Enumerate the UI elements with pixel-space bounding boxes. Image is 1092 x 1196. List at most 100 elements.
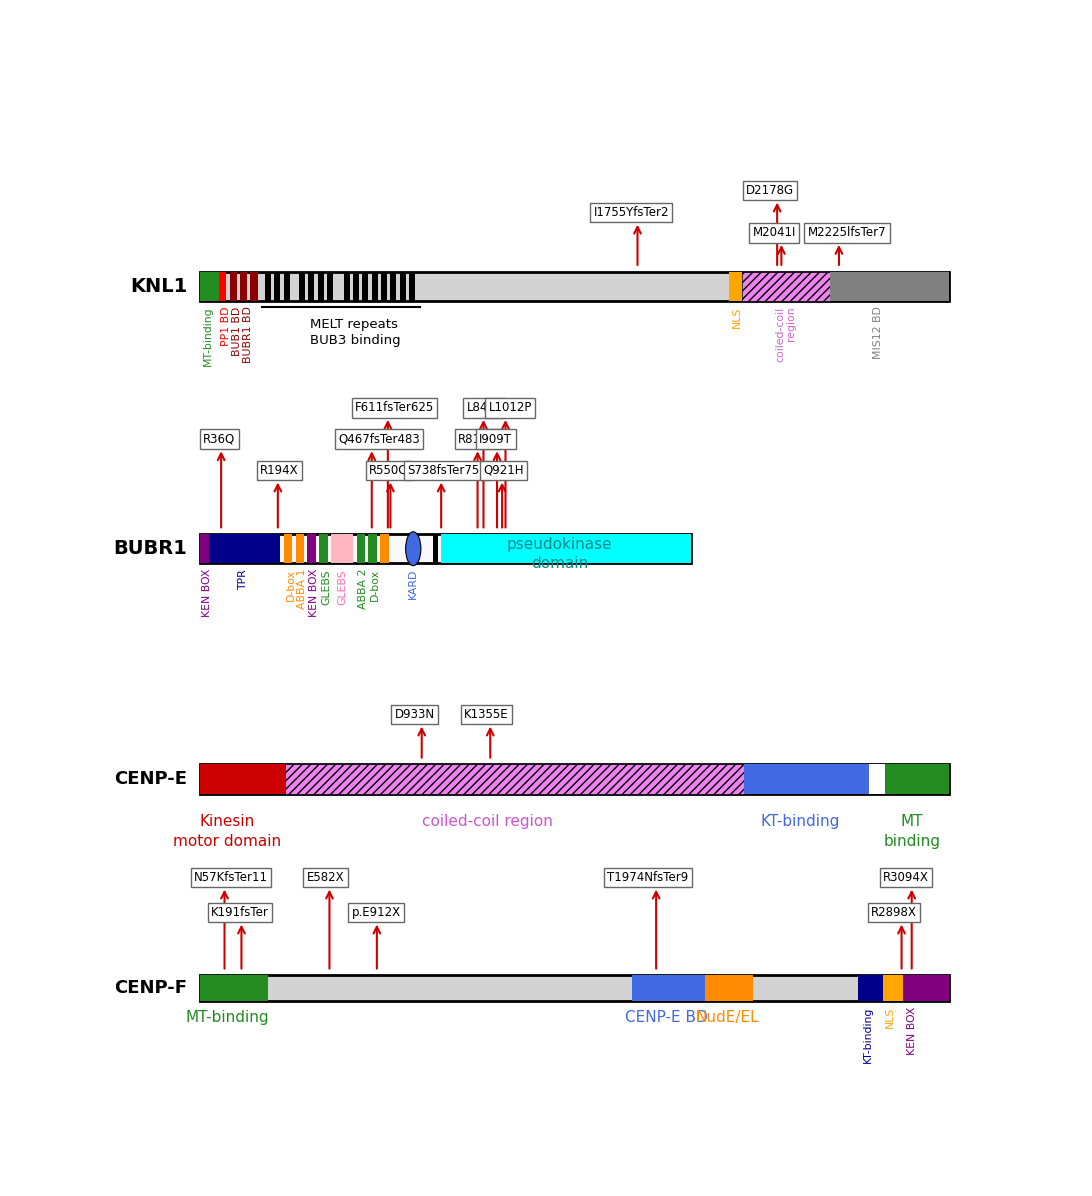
Text: KEN BOX: KEN BOX [906, 1006, 916, 1055]
Text: KNL1: KNL1 [130, 276, 188, 295]
Bar [219, 271, 226, 301]
Bar [284, 271, 289, 301]
Text: R2898X: R2898X [871, 905, 917, 919]
Bar [319, 533, 328, 563]
Bar [200, 975, 268, 1001]
Bar [210, 533, 281, 563]
Bar [441, 533, 691, 563]
Bar [830, 271, 949, 301]
Text: E582X: E582X [307, 871, 344, 884]
Bar [200, 533, 210, 563]
Text: D-box: D-box [370, 569, 380, 600]
Bar [318, 271, 323, 301]
Text: region: region [786, 306, 796, 341]
Text: CENP-E BD: CENP-E BD [625, 1011, 708, 1025]
Text: I1755YfsTer2: I1755YfsTer2 [594, 206, 669, 219]
Text: MELT repeats: MELT repeats [310, 318, 397, 330]
Text: TPR: TPR [238, 569, 248, 590]
Bar [229, 271, 237, 301]
Text: MT-binding: MT-binding [186, 1011, 269, 1025]
Text: L844F: L844F [466, 402, 502, 414]
Text: domain: domain [531, 556, 589, 570]
Bar [353, 271, 359, 301]
Text: R814H: R814H [459, 433, 497, 446]
Text: BUBR1: BUBR1 [114, 539, 188, 559]
Bar [240, 271, 248, 301]
Text: MIS12 BD: MIS12 BD [873, 306, 882, 359]
Text: R194X: R194X [260, 464, 299, 477]
Bar [200, 764, 949, 794]
Text: coiled-coil region: coiled-coil region [423, 814, 554, 829]
Text: BUB1 BD: BUB1 BD [233, 306, 242, 355]
Bar [381, 271, 387, 301]
Text: D2178G: D2178G [746, 184, 794, 197]
Bar [400, 271, 405, 301]
Bar [274, 271, 281, 301]
Ellipse shape [405, 532, 420, 566]
Text: BUBR1 BD: BUBR1 BD [244, 306, 253, 364]
Bar [308, 533, 316, 563]
Bar [296, 533, 304, 563]
Text: Q467fsTer483: Q467fsTer483 [337, 433, 419, 446]
Bar [632, 975, 705, 1001]
Text: T1974NfsTer9: T1974NfsTer9 [607, 871, 688, 884]
Text: PP1 BD: PP1 BD [221, 306, 232, 346]
Text: ABBA 2: ABBA 2 [358, 569, 368, 609]
Text: KT-binding: KT-binding [863, 1006, 873, 1063]
Bar [331, 533, 353, 563]
Text: M2225lfsTer7: M2225lfsTer7 [808, 226, 887, 239]
Bar [869, 764, 885, 794]
Bar [200, 975, 949, 1001]
Bar [371, 271, 378, 301]
Text: D-box: D-box [285, 569, 296, 600]
Bar [432, 533, 438, 563]
Text: coiled-coil: coiled-coil [775, 306, 785, 361]
Text: Kinesin: Kinesin [200, 814, 254, 829]
Text: KEN BOX: KEN BOX [309, 569, 319, 617]
Text: R3094X: R3094X [883, 871, 929, 884]
Text: M2041I: M2041I [752, 226, 796, 239]
Bar [380, 533, 389, 563]
Text: motor domain: motor domain [173, 835, 281, 849]
Bar [744, 764, 869, 794]
Bar [200, 271, 219, 301]
Bar [308, 271, 314, 301]
Text: NLS: NLS [885, 1006, 894, 1027]
Text: MT-binding: MT-binding [203, 306, 213, 366]
Bar [284, 533, 293, 563]
Text: Q921H: Q921H [484, 464, 524, 477]
Text: NLS: NLS [732, 306, 741, 328]
Text: CENP-F: CENP-F [115, 980, 188, 997]
Bar [368, 533, 377, 563]
Bar [200, 764, 285, 794]
Bar [363, 271, 368, 301]
Text: K1355E: K1355E [464, 708, 509, 721]
Text: GLEBS: GLEBS [337, 569, 347, 605]
Text: R550Q: R550Q [369, 464, 408, 477]
Text: S738fsTer753: S738fsTer753 [407, 464, 487, 477]
Bar [200, 533, 691, 563]
Bar [410, 271, 415, 301]
Text: KT-binding: KT-binding [760, 814, 840, 829]
Bar [265, 271, 271, 301]
Text: L1012P: L1012P [488, 402, 532, 414]
Bar [903, 975, 949, 1001]
Text: pseudokinase: pseudokinase [507, 537, 613, 551]
Text: binding: binding [883, 835, 940, 849]
Text: BUB3 binding: BUB3 binding [310, 334, 401, 347]
Bar [250, 271, 258, 301]
Text: CENP-E: CENP-E [115, 770, 188, 788]
Text: NudE/EL: NudE/EL [696, 1011, 759, 1025]
Bar [344, 271, 349, 301]
Text: ABBA 1: ABBA 1 [297, 569, 307, 609]
Text: I909T: I909T [479, 433, 512, 446]
Text: F611fsTer625: F611fsTer625 [355, 402, 435, 414]
Text: KEN BOX: KEN BOX [202, 569, 212, 617]
Bar [705, 975, 752, 1001]
Text: D933N: D933N [394, 708, 435, 721]
Bar [327, 271, 333, 301]
Bar [743, 271, 831, 301]
Text: K191fsTer: K191fsTer [211, 905, 269, 919]
Bar [356, 533, 365, 563]
Bar [857, 975, 883, 1001]
